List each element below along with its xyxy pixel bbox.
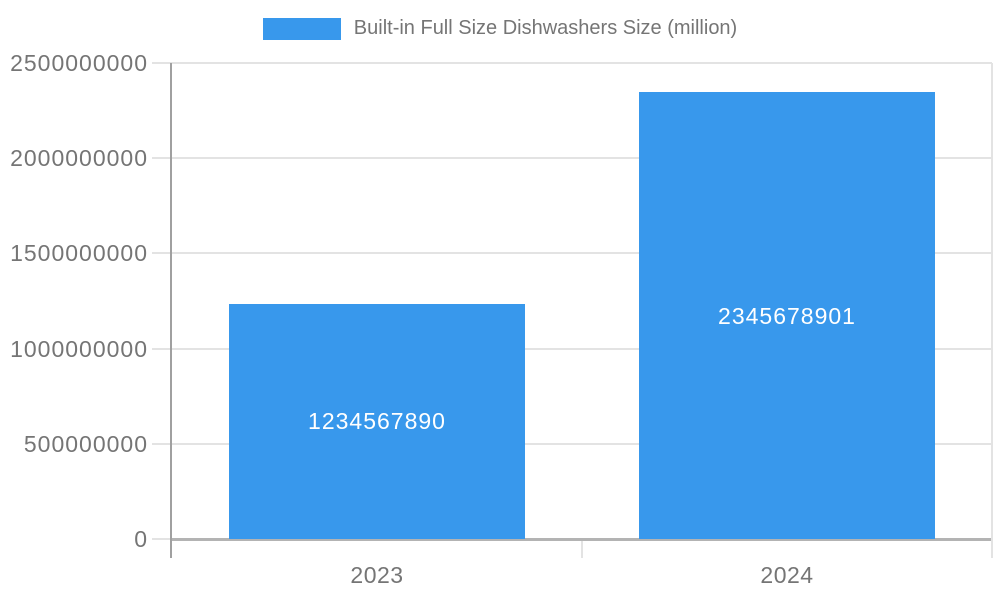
bar-value-label: 1234567890 bbox=[308, 408, 446, 435]
bar-value-label: 2345678901 bbox=[718, 302, 856, 329]
y-tick bbox=[152, 442, 172, 445]
y-axis-label: 1500000000 bbox=[10, 240, 148, 267]
y-tick bbox=[152, 538, 172, 540]
y-axis-label: 2500000000 bbox=[10, 50, 148, 76]
x-axis-line bbox=[172, 538, 992, 541]
y-tick bbox=[152, 157, 172, 160]
gridline bbox=[172, 157, 992, 160]
y-tick bbox=[152, 347, 172, 350]
bar[interactable] bbox=[229, 303, 525, 539]
gridline bbox=[172, 442, 992, 445]
x-axis-label: 2024 bbox=[760, 562, 814, 588]
gridline bbox=[172, 252, 992, 255]
y-tick bbox=[152, 252, 172, 255]
y-axis-label: 0 bbox=[134, 526, 148, 552]
legend-label: Built-in Full Size Dishwashers Size (mil… bbox=[353, 17, 738, 39]
x-axis-label: 2023 bbox=[350, 562, 404, 588]
legend-swatch[interactable] bbox=[262, 17, 341, 40]
y-axis-label: 2000000000 bbox=[10, 145, 148, 172]
y-axis-label: 1000000000 bbox=[10, 335, 148, 362]
bar[interactable] bbox=[639, 92, 935, 539]
gridline bbox=[172, 62, 992, 64]
y-tick bbox=[152, 62, 172, 64]
y-axis-line bbox=[170, 63, 172, 558]
gridline bbox=[172, 347, 992, 350]
legend[interactable]: Built-in Full Size Dishwashers Size (mil… bbox=[0, 17, 1000, 40]
y-axis-label: 500000000 bbox=[23, 430, 148, 457]
category-divider-tick bbox=[581, 541, 583, 558]
plot-right-border bbox=[991, 63, 993, 558]
